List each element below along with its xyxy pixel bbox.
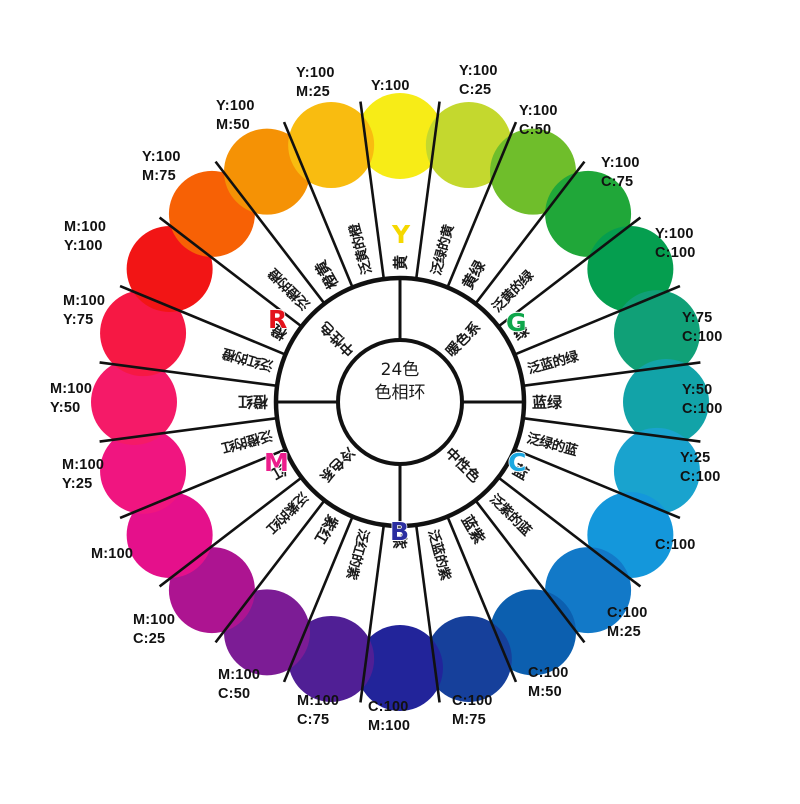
zone-divider-lines bbox=[276, 278, 524, 526]
spoke-line bbox=[359, 525, 385, 703]
inner-ring-circle bbox=[336, 338, 464, 466]
spoke-line bbox=[415, 525, 441, 703]
spoke-line bbox=[523, 417, 701, 443]
spoke-line bbox=[99, 361, 277, 387]
color-swatch bbox=[288, 102, 375, 189]
color-swatch bbox=[91, 359, 177, 445]
spoke-line bbox=[523, 361, 701, 387]
spoke-line bbox=[415, 101, 441, 279]
spoke-line bbox=[475, 500, 586, 644]
spoke-line bbox=[158, 216, 302, 327]
color-swatch bbox=[613, 290, 700, 377]
spoke-line bbox=[214, 160, 325, 304]
spoke-line bbox=[158, 477, 302, 588]
spoke-line bbox=[99, 417, 277, 443]
color-swatch bbox=[623, 359, 709, 445]
spoke-line bbox=[282, 121, 354, 288]
spoke-line bbox=[282, 516, 354, 683]
color-swatch bbox=[100, 427, 187, 514]
color-swatch bbox=[357, 625, 443, 711]
color-swatch-ring bbox=[91, 93, 709, 711]
spoke-line bbox=[214, 500, 325, 644]
spoke-line bbox=[119, 448, 286, 520]
color-swatch bbox=[357, 93, 443, 179]
spoke-line bbox=[498, 216, 642, 327]
spoke-lines bbox=[99, 101, 701, 703]
spoke-line bbox=[446, 516, 518, 683]
spoke-line bbox=[475, 160, 586, 304]
spoke-line bbox=[446, 121, 518, 288]
color-swatch bbox=[425, 615, 512, 702]
spoke-line bbox=[514, 448, 681, 520]
spoke-line bbox=[119, 284, 286, 356]
spoke-line bbox=[359, 101, 385, 279]
spoke-line bbox=[514, 284, 681, 356]
spoke-line bbox=[498, 477, 642, 588]
